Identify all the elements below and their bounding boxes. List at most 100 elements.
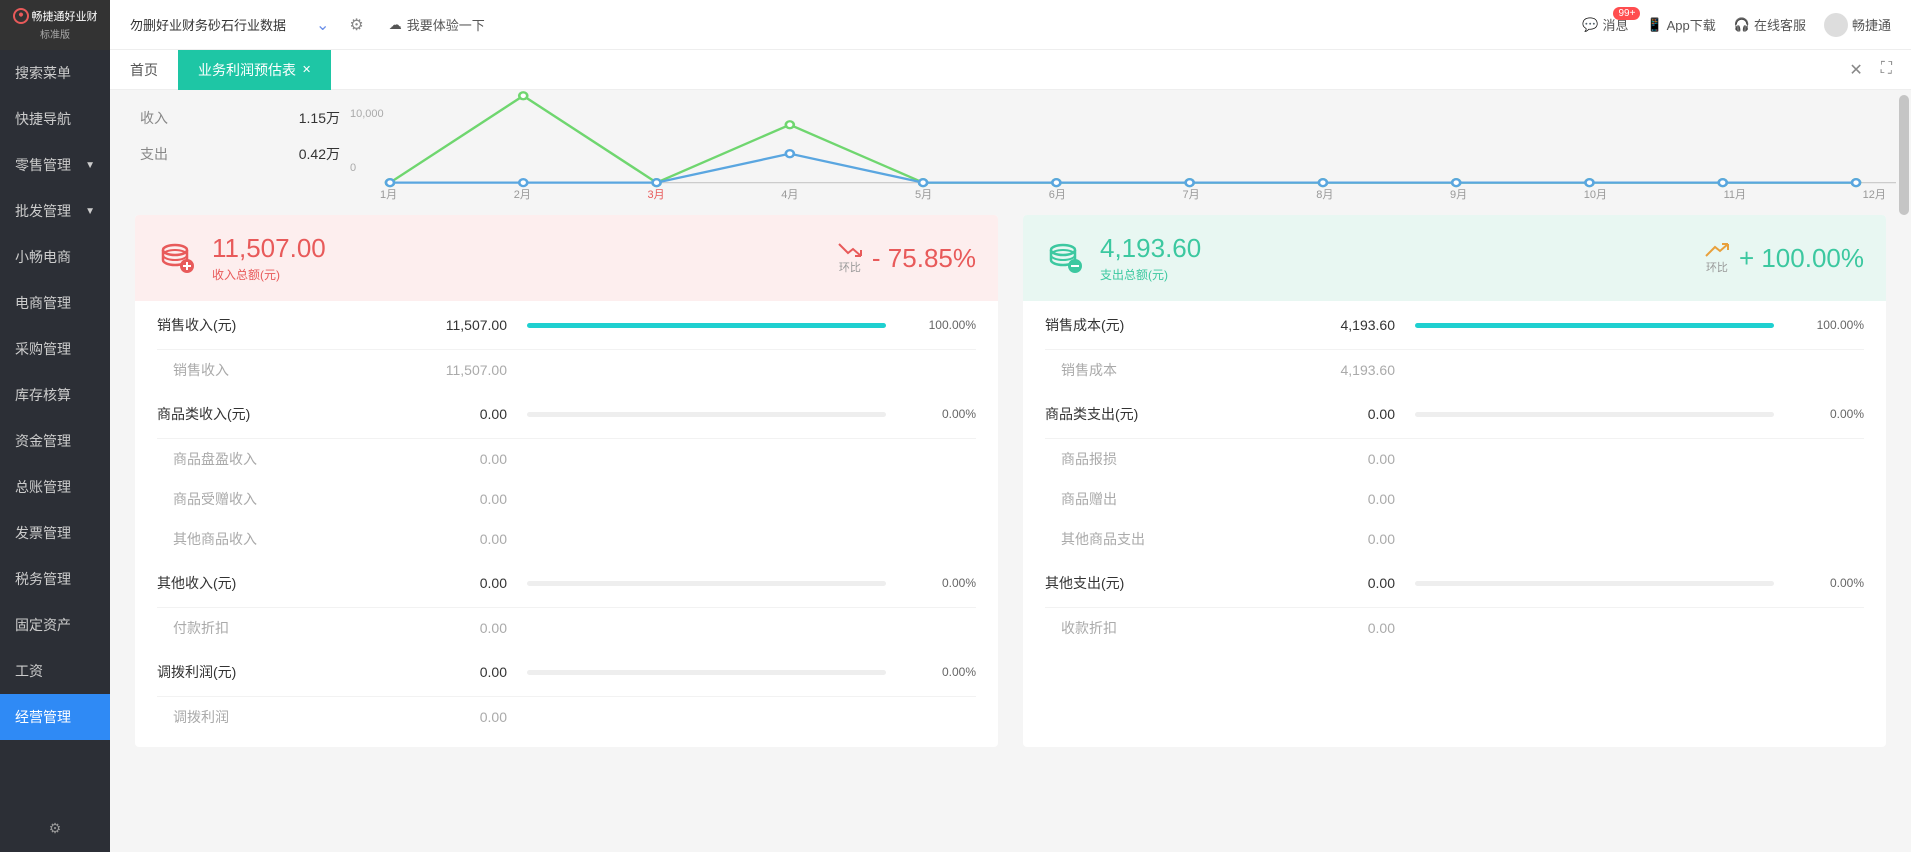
data-row: 销售成本(元)4,193.60100.00%: [1045, 301, 1864, 350]
sidebar-item-0[interactable]: 搜索菜单: [0, 50, 110, 96]
row-label: 商品受赠收入: [157, 489, 357, 509]
data-row: 调拨利润0.00: [157, 697, 976, 737]
chart-xtick: 6月: [1049, 186, 1066, 202]
tab-close-icon[interactable]: ✕: [302, 63, 311, 76]
message-badge: 99+: [1613, 7, 1640, 20]
chevron-down-icon: ▼: [85, 160, 95, 171]
sidebar-item-8[interactable]: 资金管理: [0, 418, 110, 464]
sidebar-item-12[interactable]: 固定资产: [0, 602, 110, 648]
sidebar-item-label: 发票管理: [15, 523, 71, 543]
mini-expense-value: 0.42万: [299, 144, 340, 164]
row-value: 0.00: [1245, 451, 1395, 467]
logo: 畅捷通好业财 标准版: [0, 0, 110, 50]
sidebar-item-label: 资金管理: [15, 431, 71, 451]
customer-service-button[interactable]: 🎧 在线客服: [1734, 15, 1806, 34]
expense-icon: [1045, 238, 1085, 278]
datasource-chevron-icon[interactable]: ⌄: [316, 15, 329, 35]
row-value: 0.00: [357, 531, 507, 547]
row-label: 其他支出(元): [1045, 573, 1245, 593]
panels: 11,507.00 收入总额(元) 环比 - 75.85% 销售收入(元)11,…: [110, 200, 1911, 762]
row-label: 其他收入(元): [157, 573, 357, 593]
row-bar: [1395, 581, 1794, 586]
sidebar-item-11[interactable]: 税务管理: [0, 556, 110, 602]
chart-xtick: 1月: [380, 186, 397, 202]
try-button[interactable]: ☁ 我要体验一下: [389, 15, 485, 34]
row-percent: 100.00%: [906, 318, 976, 332]
sidebar-item-3[interactable]: 批发管理▼: [0, 188, 110, 234]
row-value: 0.00: [357, 709, 507, 725]
chart-xtick: 8月: [1316, 186, 1333, 202]
sidebar-item-6[interactable]: 采购管理: [0, 326, 110, 372]
row-percent: 0.00%: [906, 576, 976, 590]
income-rows: 销售收入(元)11,507.00100.00%销售收入11,507.00商品类收…: [135, 301, 998, 747]
income-panel: 11,507.00 收入总额(元) 环比 - 75.85% 销售收入(元)11,…: [135, 215, 998, 747]
headset-icon: 🎧: [1734, 17, 1750, 33]
sidebar-item-2[interactable]: 零售管理▼: [0, 142, 110, 188]
expense-sub: 支出总额(元): [1100, 266, 1201, 283]
row-value: 11,507.00: [357, 362, 507, 378]
chart-xtick: 11月: [1724, 186, 1746, 202]
row-label: 商品盘盈收入: [157, 449, 357, 469]
row-bar: [507, 323, 906, 328]
data-row: 其他收入(元)0.000.00%: [157, 559, 976, 608]
data-row: 商品赠出0.00: [1045, 479, 1864, 519]
sidebar-item-7[interactable]: 库存核算: [0, 372, 110, 418]
upper-section: 收入 1.15万 支出 0.42万 10,000 0 1月2月3月4月5月6月7…: [110, 90, 1911, 200]
expense-panel-header: 4,193.60 支出总额(元) 环比 + 100.00%: [1023, 215, 1886, 301]
chevron-down-icon: ▼: [85, 206, 95, 217]
tabs-bar: 首页 业务利润预估表 ✕ ✕ ⛶: [110, 50, 1911, 90]
row-label: 销售成本(元): [1045, 315, 1245, 335]
sidebar-item-label: 总账管理: [15, 477, 71, 497]
sidebar-item-label: 采购管理: [15, 339, 71, 359]
row-percent: 100.00%: [1794, 318, 1864, 332]
row-value: 0.00: [1245, 531, 1395, 547]
user-name: 畅捷通: [1852, 15, 1891, 34]
scroll-thumb[interactable]: [1899, 95, 1909, 215]
sidebar-item-10[interactable]: 发票管理: [0, 510, 110, 556]
row-bar: [507, 412, 906, 417]
sidebar-item-14[interactable]: 经营管理: [0, 694, 110, 740]
row-value: 0.00: [1245, 575, 1395, 591]
tab-profit-report[interactable]: 业务利润预估表 ✕: [178, 50, 331, 90]
phone-icon: 📱: [1646, 17, 1662, 33]
income-panel-header: 11,507.00 收入总额(元) 环比 - 75.85%: [135, 215, 998, 301]
expense-panel: 4,193.60 支出总额(元) 环比 + 100.00% 销售成本(元)4,1…: [1023, 215, 1886, 747]
row-value: 0.00: [357, 406, 507, 422]
chart-x-axis: 1月2月3月4月5月6月7月8月9月10月11月12月: [380, 186, 1886, 202]
cs-label: 在线客服: [1754, 15, 1806, 34]
sidebar-item-4[interactable]: 小畅电商: [0, 234, 110, 280]
row-label: 商品类支出(元): [1045, 404, 1245, 424]
messages-button[interactable]: 💬 消息 99+: [1582, 15, 1628, 34]
tab-home-label: 首页: [130, 60, 158, 80]
data-row: 其他商品支出0.00: [1045, 519, 1864, 559]
data-row: 付款折扣0.00: [157, 608, 976, 648]
sidebar-settings-icon[interactable]: ⚙: [0, 805, 110, 852]
sidebar-item-9[interactable]: 总账管理: [0, 464, 110, 510]
row-label: 商品报损: [1045, 449, 1245, 469]
avatar-icon: [1824, 13, 1848, 37]
user-menu[interactable]: 畅捷通: [1824, 13, 1891, 37]
app-download-button[interactable]: 📱 App下载: [1646, 15, 1715, 34]
scrollbar[interactable]: [1896, 90, 1911, 852]
tab-fullscreen-icon[interactable]: ⛶: [1877, 56, 1896, 84]
cloud-icon: ☁: [389, 17, 402, 33]
sidebar-item-13[interactable]: 工资: [0, 648, 110, 694]
sidebar-item-5[interactable]: 电商管理: [0, 280, 110, 326]
data-row: 商品受赠收入0.00: [157, 479, 976, 519]
settings-gear-icon[interactable]: ⚙: [349, 15, 363, 35]
trend-down-icon: [836, 241, 864, 259]
income-amount: 11,507.00: [212, 233, 326, 264]
tab-home[interactable]: 首页: [110, 50, 178, 90]
income-trend-value: - 75.85%: [872, 243, 976, 274]
sidebar-item-label: 经营管理: [15, 707, 71, 727]
tab-close-all-icon[interactable]: ✕: [1845, 56, 1866, 84]
data-row: 调拨利润(元)0.000.00%: [157, 648, 976, 697]
data-row: 商品类支出(元)0.000.00%: [1045, 390, 1864, 439]
sidebar-item-label: 税务管理: [15, 569, 71, 589]
data-row: 其他支出(元)0.000.00%: [1045, 559, 1864, 608]
datasource-name[interactable]: 勿删好业财务砂石行业数据: [130, 15, 286, 34]
sidebar-item-1[interactable]: 快捷导航: [0, 96, 110, 142]
tab-active-label: 业务利润预估表: [198, 60, 296, 80]
expense-trend-label: 环比: [1706, 259, 1728, 275]
data-row: 销售收入11,507.00: [157, 350, 976, 390]
